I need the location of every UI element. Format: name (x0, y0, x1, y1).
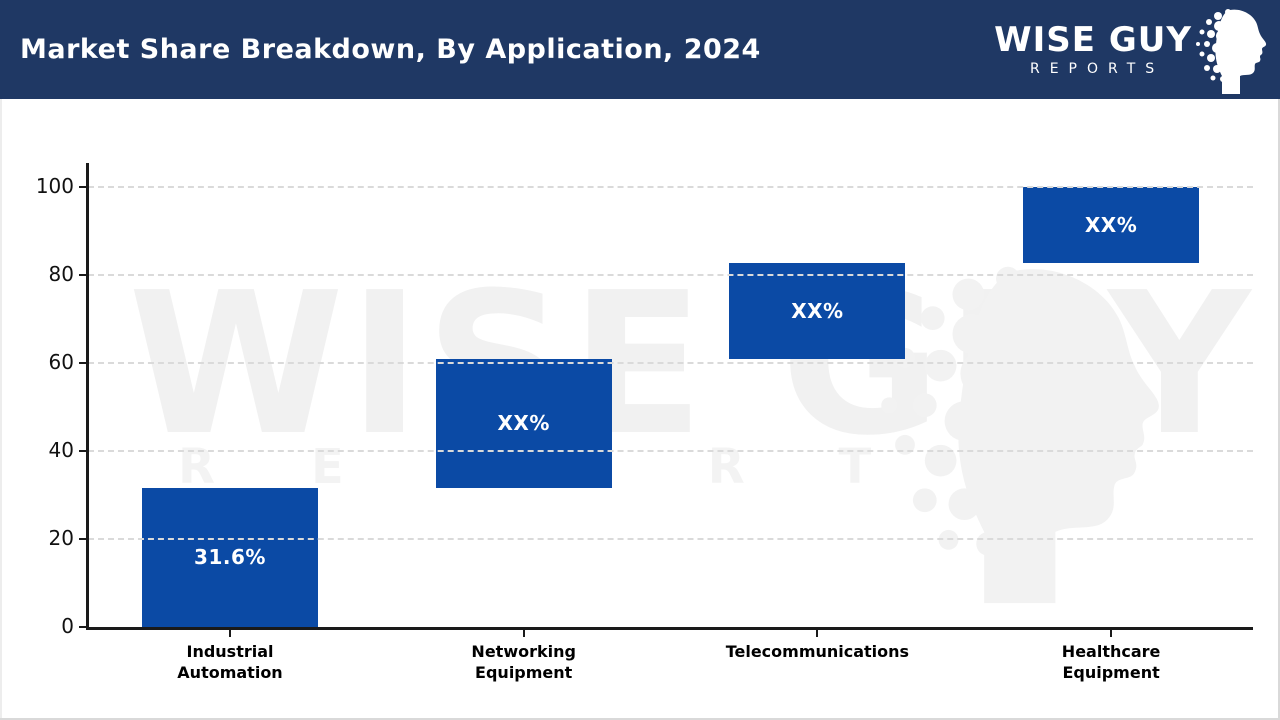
x-tick-mark (816, 630, 819, 637)
y-tick-label: 100 (35, 174, 74, 198)
x-tick-mark (229, 630, 231, 637)
y-tick-mark (79, 362, 86, 364)
gridline (88, 274, 1253, 276)
wiseguy-head-icon (1196, 9, 1267, 94)
bar-value-label: XX% (1084, 212, 1138, 237)
y-tick-mark (79, 538, 86, 540)
x-category-label: Telecommunications (725, 642, 910, 661)
y-tick-label: 60 (48, 350, 74, 374)
y-tick-mark (79, 186, 86, 188)
y-tick-mark (79, 450, 86, 452)
gridline (88, 538, 1253, 540)
logo-subtext: REPORTS (1029, 61, 1165, 77)
watermark-head-icon (881, 266, 1159, 604)
y-tick-label: 40 (48, 438, 74, 462)
chart-plot-area: WISE GUY REPORTS 31.6% XX% XX% XX% 0 20 40 60 8 (0, 99, 1280, 720)
x-category-label: Healthcare Equipment (1061, 642, 1161, 682)
bar-segment: XX% (435, 358, 612, 488)
header: Market Share Breakdown, By Application, … (0, 0, 1280, 99)
bar-segment: 31.6% (142, 487, 318, 627)
logo-name: WISE GUY (994, 20, 1192, 60)
x-category-label: Networking Equipment (471, 642, 576, 682)
y-tick-mark (79, 626, 86, 628)
x-tick-mark (1110, 630, 1113, 637)
page-title: Market Share Breakdown, By Application, … (20, 34, 761, 65)
bar-segment: XX% (729, 262, 906, 359)
logo-wordmark: WISE GUY REPORTS (994, 23, 1192, 77)
y-tick-label: 80 (48, 262, 74, 286)
brand-logo: WISE GUY REPORTS (994, 6, 1274, 94)
bar-segment: XX% (1023, 187, 1200, 263)
x-axis-line (86, 627, 1253, 630)
y-axis-line (86, 163, 89, 630)
gridline (88, 450, 1253, 452)
gridline (88, 362, 1253, 364)
x-tick-mark (522, 630, 525, 637)
x-category-label: Industrial Automation (177, 642, 283, 682)
y-tick-label: 20 (48, 526, 74, 550)
gridline (88, 186, 1253, 188)
bar-value-label: XX% (791, 298, 844, 323)
y-tick-mark (79, 274, 86, 276)
bar-value-label: 31.6% (194, 545, 266, 570)
bar-value-label: XX% (497, 411, 550, 436)
y-tick-label: 0 (61, 614, 74, 638)
